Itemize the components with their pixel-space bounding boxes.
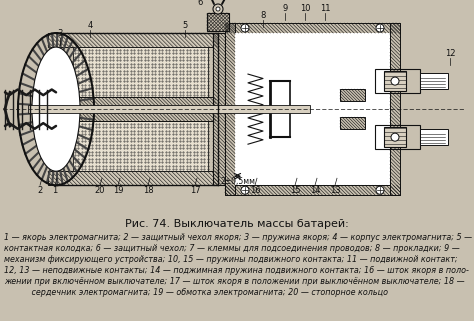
Bar: [340, 89, 365, 101]
Text: 1: 1: [52, 186, 58, 195]
Text: 1 — якорь электромагнита; 2 — защитный чехол якоря; 3 — пружина якоря; 4 — корпу: 1 — якорь электромагнита; 2 — защитный ч…: [4, 233, 472, 242]
Circle shape: [376, 186, 384, 194]
Text: 8: 8: [260, 11, 266, 20]
Text: жении при включённом выключателе; 17 — шток якоря в положении при выключённом вы: жении при включённом выключателе; 17 — ш…: [4, 277, 465, 286]
Bar: [48, 171, 218, 185]
Bar: [207, 13, 229, 31]
Text: 18: 18: [143, 186, 153, 195]
Bar: [225, 23, 400, 33]
Bar: [375, 125, 420, 149]
Text: 4: 4: [87, 21, 92, 30]
Text: 2±0,5мм: 2±0,5мм: [220, 177, 255, 186]
Text: 16: 16: [250, 186, 260, 195]
Text: 12, 13 — неподвижные контакты; 14 — поджимная пружина подвижного контакта; 16 — : 12, 13 — неподвижные контакты; 14 — подж…: [4, 266, 469, 275]
Bar: [384, 127, 406, 147]
Bar: [235, 33, 390, 185]
Text: контактная колодка; 6 — защитный чехол; 7 — клеммы для подсоединения проводов; 8: контактная колодка; 6 — защитный чехол; …: [4, 244, 460, 253]
Text: 13: 13: [330, 186, 340, 195]
Bar: [420, 73, 448, 89]
Text: 5: 5: [182, 21, 188, 30]
Bar: [420, 129, 448, 145]
Bar: [48, 33, 218, 47]
Text: 19: 19: [113, 186, 123, 195]
Bar: [63, 97, 216, 121]
Text: 2: 2: [37, 186, 43, 195]
Text: 12: 12: [445, 48, 455, 57]
Text: механизм фиксирующего устройства; 10, 15 — пружины подвижного контакта; 11 — под: механизм фиксирующего устройства; 10, 15…: [4, 255, 457, 264]
Text: 20: 20: [95, 186, 105, 195]
Circle shape: [376, 24, 384, 32]
Bar: [375, 69, 420, 93]
Bar: [225, 185, 400, 195]
Text: 11: 11: [320, 4, 330, 13]
Ellipse shape: [32, 47, 80, 171]
Bar: [390, 23, 400, 195]
Bar: [213, 33, 225, 185]
Text: 10: 10: [300, 4, 310, 13]
Text: 9: 9: [283, 4, 288, 13]
Text: 15: 15: [290, 186, 300, 195]
Text: 14: 14: [310, 186, 320, 195]
Bar: [73, 121, 208, 171]
Circle shape: [391, 133, 399, 141]
Circle shape: [216, 7, 220, 11]
Circle shape: [391, 77, 399, 85]
Bar: [340, 117, 365, 129]
Circle shape: [213, 4, 223, 14]
Circle shape: [241, 24, 249, 32]
Text: Рис. 74. Выключатель массы батарей:: Рис. 74. Выключатель массы батарей:: [125, 219, 349, 229]
Bar: [73, 47, 208, 97]
Bar: [28, 105, 310, 113]
Bar: [384, 71, 406, 91]
Text: 3: 3: [57, 29, 63, 38]
Text: 6: 6: [197, 0, 203, 7]
Text: сердечник электромагнита; 19 — обмотка электромагнита; 20 — стопорное кольцо: сердечник электромагнита; 19 — обмотка э…: [4, 288, 388, 297]
Bar: [225, 23, 235, 195]
Text: 17: 17: [190, 186, 201, 195]
Circle shape: [241, 186, 249, 194]
